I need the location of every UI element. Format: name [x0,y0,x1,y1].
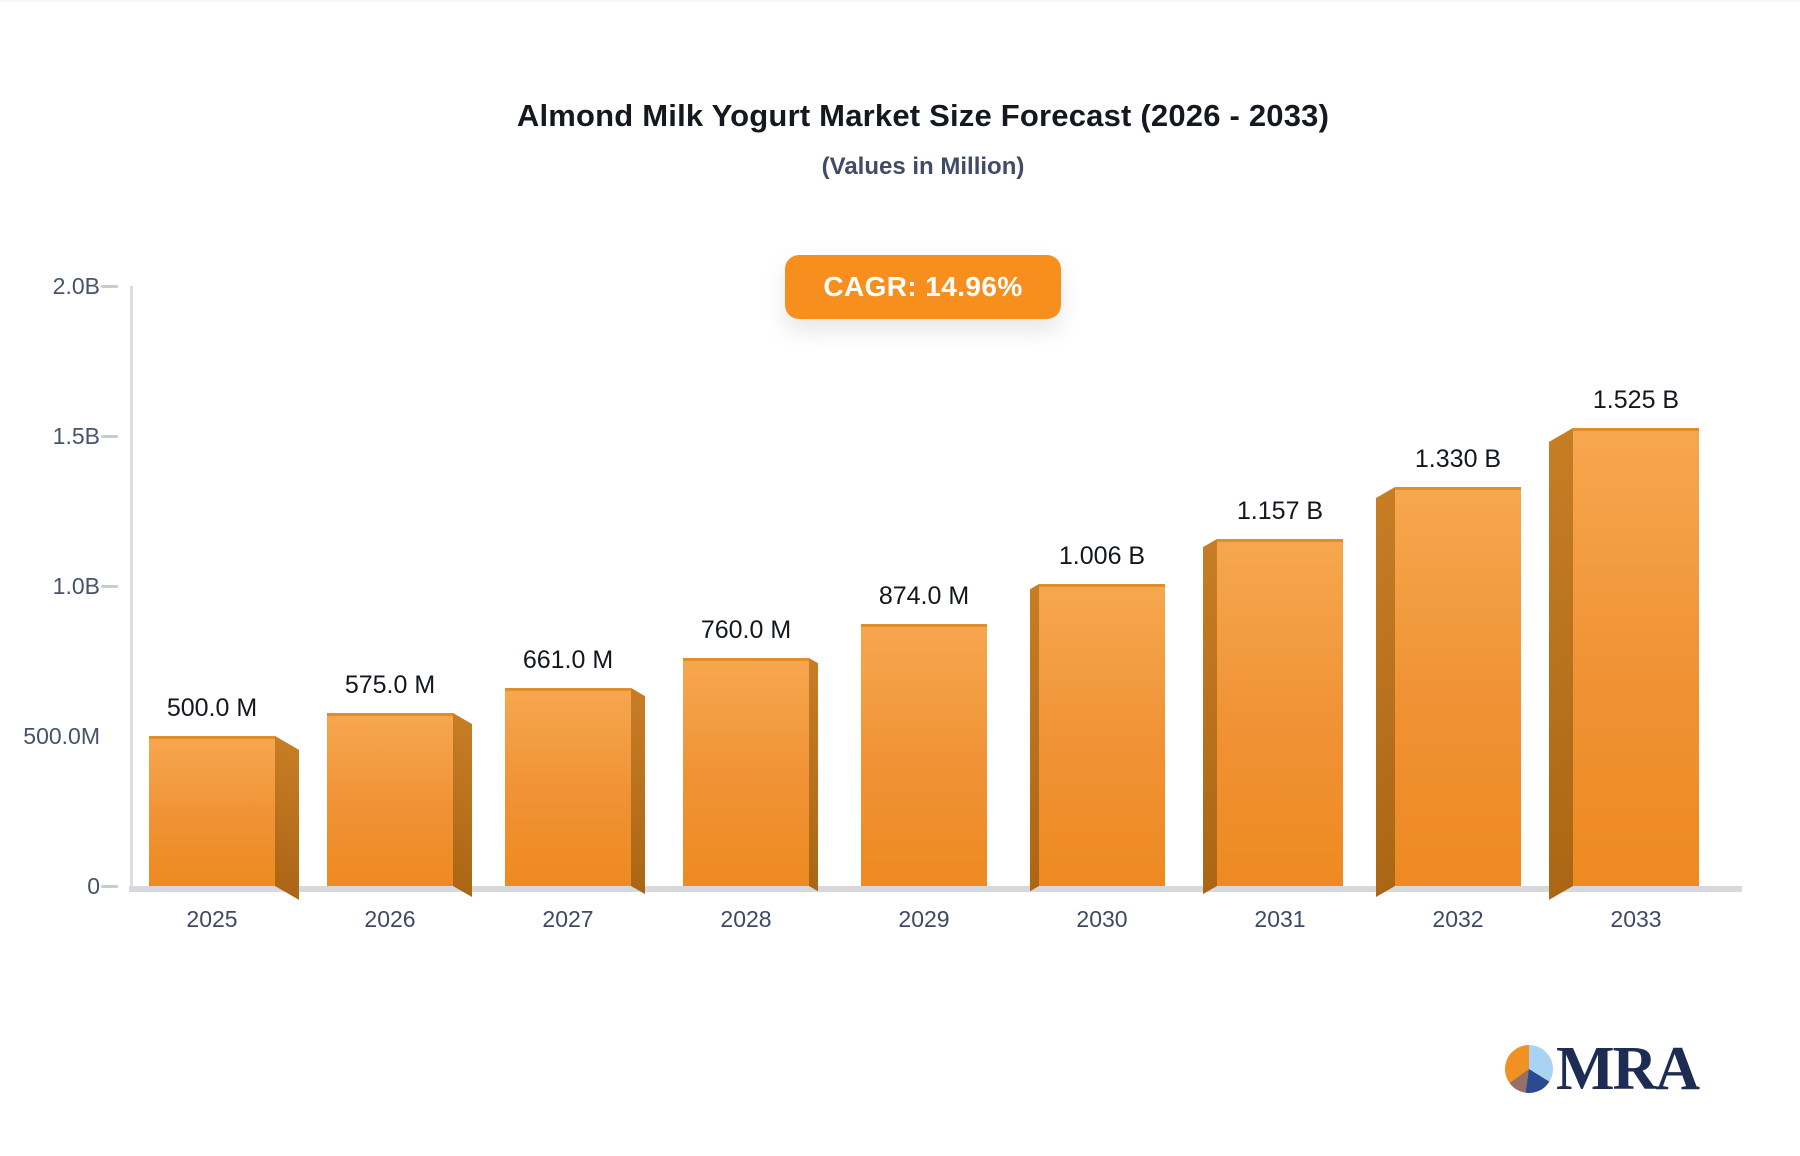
x-axis-tick-label: 2026 [364,906,416,932]
x-axis-tick-label: 2028 [720,906,772,932]
bar-2027[interactable] [505,688,645,895]
bar-side-face [631,688,645,895]
bar-value-label: 1.330 B [1414,445,1502,473]
bar-front-face [149,736,275,886]
chart-subtitle: (Values in Million) [821,153,1025,180]
bar-front-face [1573,428,1699,886]
chart-title: Almond Milk Yogurt Market Size Forecast … [516,98,1330,133]
bar-front-face [327,713,453,886]
x-axis-line [129,886,1742,892]
x-axis-tick-label: 2029 [898,906,950,932]
bar-2030[interactable] [1030,584,1165,892]
bar-value-label: 661.0 M [522,646,614,674]
brand-logo-text: MRA [1556,1035,1700,1103]
x-axis-tick-label: 2032 [1432,906,1484,932]
bar-side-face [1030,584,1039,892]
bar-2033[interactable] [1549,428,1699,900]
bar-side-face [453,713,472,897]
y-axis-tick-label: 0 [87,873,100,899]
x-axis-tick-label: 2033 [1610,906,1662,932]
bar-side-face [809,658,818,892]
bar-value-label: 1.006 B [1058,542,1146,570]
x-axis-tick-label: 2030 [1076,906,1128,932]
y-axis-tick-label: 500.0M [23,723,100,749]
brand-logo: MRA [1505,1035,1700,1103]
x-axis-tick-label: 2025 [186,906,238,932]
y-axis-tick-mark [101,435,118,438]
x-axis-tick-label: 2027 [542,906,594,932]
y-axis-tick-label: 1.5B [52,423,100,449]
pie-chart-logo-icon [1505,1045,1553,1093]
bar-front-face [1395,487,1521,886]
bar-value-label: 874.0 M [878,582,970,610]
bar-value-label: 1.525 B [1592,386,1680,414]
bar-value-label: 760.0 M [700,616,792,644]
bar-side-face [1549,428,1573,900]
bar-value-label: 500.0 M [166,694,258,722]
bar-2031[interactable] [1203,539,1343,895]
y-axis-tick-label: 1.0B [52,573,100,599]
bar-2032[interactable] [1376,487,1521,897]
bar-2025[interactable] [149,736,299,900]
bar-side-face [275,736,299,900]
bar-front-face [1217,539,1343,886]
y-axis-tick-mark [101,285,118,288]
y-axis-line [130,286,133,887]
bar-side-face [1376,487,1395,897]
y-axis-tick-mark [101,585,118,588]
bar-front-face [683,658,809,886]
bar-front-face [505,688,631,886]
bar-2029[interactable] [861,624,987,886]
y-axis-tick-mark [101,885,118,888]
bar-value-label: 575.0 M [344,671,436,699]
bar-front-face [861,624,987,886]
bar-2026[interactable] [327,713,472,897]
x-axis-tick-label: 2031 [1254,906,1306,932]
y-axis-tick-label: 2.0B [52,273,100,299]
cagr-badge-row: CAGR: 14.96% [120,255,1726,319]
bar-side-face [1203,539,1217,895]
bar-2028[interactable] [683,658,818,892]
bar-front-face [1039,584,1165,886]
bar-value-label: 1.157 B [1236,497,1324,525]
cagr-badge: CAGR: 14.96% [785,255,1061,319]
